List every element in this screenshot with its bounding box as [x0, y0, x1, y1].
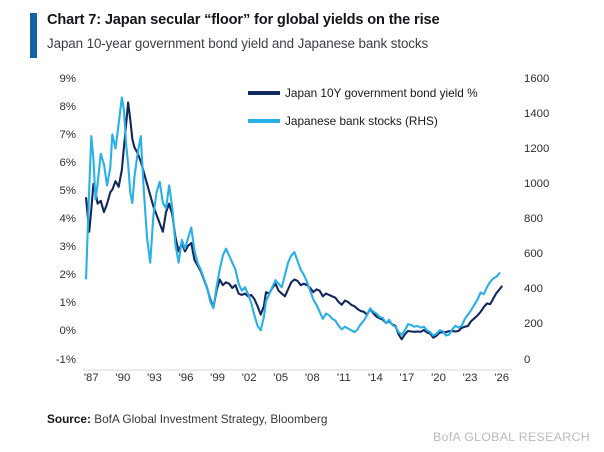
y-axis-right-tick: 400 — [524, 283, 544, 296]
y-axis-right-tick: 0 — [524, 353, 531, 366]
legend-swatch-bond-yield — [248, 91, 280, 95]
chart-legend: Japan 10Y government bond yield % Japane… — [248, 83, 478, 139]
x-axis-tick: '14 — [367, 372, 383, 384]
x-axis-tick: '96 — [178, 372, 194, 384]
y-axis-left-tick: 1% — [59, 297, 76, 310]
series-line-bank-stocks — [85, 96, 501, 337]
y-axis-right-tick: 1000 — [524, 177, 550, 190]
y-axis-left-tick: -1% — [55, 353, 76, 366]
y-axis-left-tick: 9% — [59, 72, 76, 85]
y-axis-right-tick: 1200 — [524, 142, 550, 155]
title-accent-bar — [30, 13, 37, 58]
x-axis-tick: '93 — [147, 372, 162, 384]
y-axis-right-tick: 600 — [524, 248, 544, 261]
legend-item-bank-stocks: Japanese bank stocks (RHS) — [248, 111, 478, 131]
y-axis-left-tick: 0% — [59, 325, 76, 338]
y-axis-left-tick: 5% — [59, 184, 76, 197]
x-axis-tick: '08 — [304, 372, 320, 384]
x-axis-tick: '23 — [462, 372, 478, 384]
series-layer — [85, 96, 503, 341]
y-axis-left-tick: 4% — [59, 213, 76, 225]
legend-label-bank-stocks: Japanese bank stocks (RHS) — [285, 114, 438, 128]
y-axis-right-tick: 800 — [524, 213, 544, 225]
x-axis-tick: '87 — [83, 372, 99, 384]
y-axis-right-tick: 200 — [524, 318, 544, 331]
x-axis-tick: '26 — [494, 372, 510, 384]
chart-header: Chart 7: Japan secular “floor” for globa… — [30, 12, 590, 60]
y-axis-left-tick: 7% — [59, 128, 76, 141]
x-axis-tick: '99 — [210, 372, 225, 384]
x-axis-tick: '11 — [336, 372, 351, 384]
legend-item-bond-yield: Japan 10Y government bond yield % — [248, 83, 478, 103]
source-note: Source: BofA Global Investment Strategy,… — [47, 412, 327, 426]
legend-label-bond-yield: Japan 10Y government bond yield % — [285, 86, 478, 100]
x-axis-tick: '90 — [115, 372, 131, 384]
x-axis-tick: '17 — [399, 372, 415, 384]
y-axis-left-tick: 2% — [59, 269, 76, 282]
x-axis-tick: '20 — [431, 372, 446, 384]
x-axis-tick: '02 — [241, 372, 257, 384]
source-label: Source: — [47, 412, 91, 426]
source-text: BofA Global Investment Strategy, Bloombe… — [94, 412, 328, 426]
y-axis-left-tick: 8% — [59, 100, 76, 113]
x-axis-tick: '05 — [273, 372, 289, 384]
y-axis-left-tick: 6% — [59, 156, 76, 169]
y-axis-right-tick: 1400 — [524, 107, 550, 120]
page-title: Chart 7: Japan secular “floor” for globa… — [47, 12, 440, 28]
page-subtitle: Japan 10-year government bond yield and … — [47, 36, 429, 51]
series-line-bond-yield — [85, 101, 503, 341]
legend-swatch-bank-stocks — [248, 119, 280, 123]
y-axis-right-tick: 1600 — [524, 72, 550, 85]
y-axis-left-tick: 3% — [59, 241, 76, 254]
brand-watermark: BofA GLOBAL RESEARCH — [432, 430, 590, 444]
